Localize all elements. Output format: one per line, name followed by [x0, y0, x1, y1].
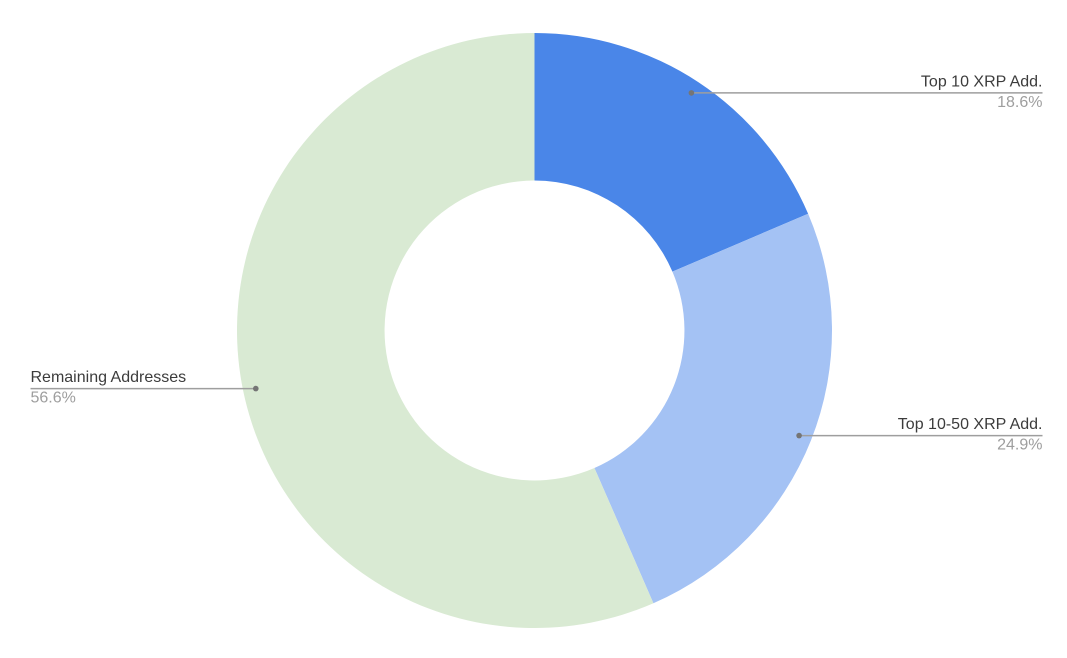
slice-percentage-top-10-50-xrp-add: 24.9% [997, 437, 1042, 454]
slice-label-remaining-addresses: Remaining Addresses [31, 369, 187, 386]
pie-slice-remaining-addresses[interactable] [237, 33, 654, 629]
label-anchor-dot-remaining-addresses [253, 385, 259, 392]
label-anchor-dot-top-10-50-xrp-add [796, 432, 802, 439]
pie-slices-group [237, 33, 832, 629]
slice-label-top-10-xrp-add: Top 10 XRP Add. [921, 73, 1043, 90]
pie-slice-top-10-50-xrp-add[interactable] [594, 213, 832, 604]
slice-percentage-remaining-addresses: 56.6% [31, 390, 76, 407]
slice-percentage-top-10-xrp-add: 18.6% [997, 94, 1042, 111]
slice-labels-group: Top 10 XRP Add. 18.6% Top 10-50 XRP Add. 24… [30, 73, 1043, 454]
slice-label-top-10-50-xrp-add: Top 10-50 XRP Add. [898, 416, 1043, 433]
label-anchor-dot-top-10-xrp-add [688, 90, 695, 96]
pie-slice-top-10-xrp-add[interactable] [534, 33, 809, 272]
